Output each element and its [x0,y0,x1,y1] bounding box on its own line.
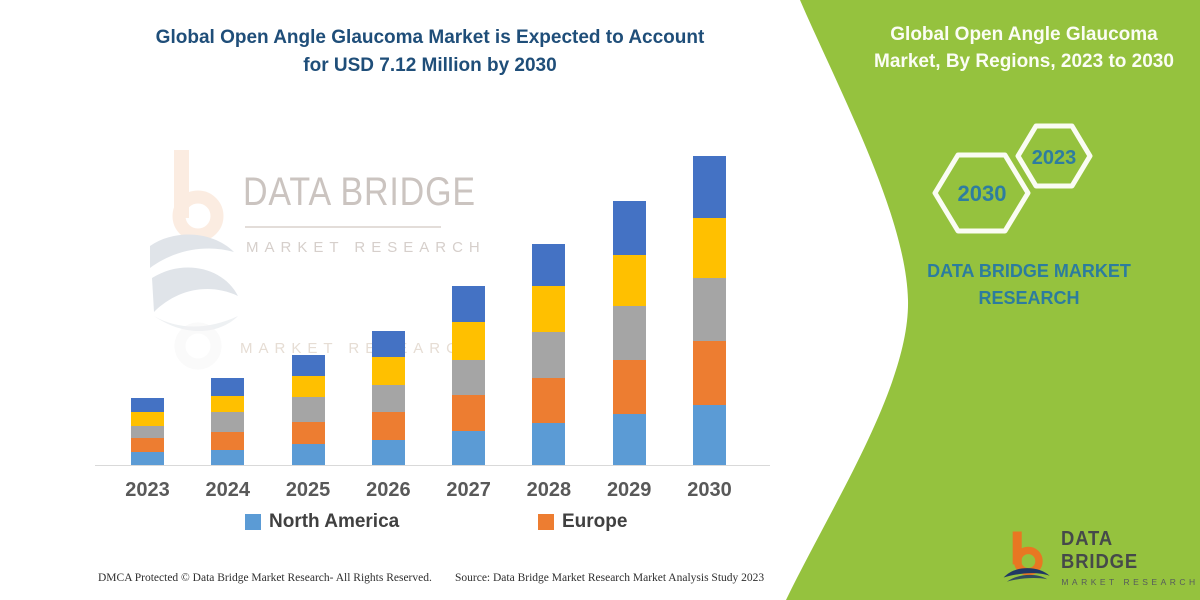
bar-2023: 2023 [125,154,170,501]
watermark-ghost-text: MARKET RESEARCH [240,340,480,357]
bar-segment-2023 [131,398,164,412]
bar-segment-2028 [532,286,566,332]
legend-item-europe: Europe [538,511,627,533]
legend-label: Europe [562,511,628,532]
data-bridge-logo-icon [1003,531,1050,582]
bar-segment-2025 [291,376,325,397]
bar-segment-2029 [612,201,646,255]
bar-chart: 2023 2024 2025 2026 2027 2028 2029 2030 [95,154,770,501]
legend-item-north-america: North America [245,511,399,533]
bar-2029: 2029 [607,154,651,501]
x-axis-label-2024: 2024 [205,479,251,501]
chart-title-line1: Global Open Angle Glaucoma Market is Exp… [155,27,705,48]
bar-segment-2027 [452,431,486,465]
x-axis-label-2027: 2027 [446,479,491,501]
bar-segment-2027 [452,286,486,322]
legend-label: North America [269,511,400,532]
legend-swatch-icon [538,514,554,530]
bar-segment-2025 [291,422,325,444]
bar-segment-2024 [211,412,245,432]
footer-logo-brand: DATA BRIDGE [1061,527,1139,573]
bar-segment-2023 [131,426,164,438]
hexagon-2023-label: 2023 [1032,147,1077,169]
bar-2027: 2027 [446,154,491,501]
bar-segment-2028 [532,332,566,378]
watermark-logo-icon [150,150,238,370]
bar-segment-2026 [371,357,405,385]
bar-segment-2029 [612,414,646,465]
bar-segment-2023 [131,438,164,452]
bar-segment-2028 [532,378,566,423]
x-axis-label-2023: 2023 [125,479,170,501]
watermark-underline [245,226,441,228]
bar-segment-2024 [211,432,245,450]
bar-2025: 2025 [286,154,330,501]
bar-segment-2030 [692,405,726,465]
watermark-sub-text: MARKET RESEARCH [246,239,486,256]
hexagons-graphic: 2030 2023 [932,123,1093,234]
side-panel-title: Global Open Angle Glaucoma Market, By Re… [874,24,1174,72]
bar-segment-2025 [291,444,325,465]
bar-segment-2030 [692,218,726,278]
footer-source-text: Source: Data Bridge Market Research Mark… [455,572,765,584]
bar-segment-2024 [211,396,245,412]
side-panel-brand-text: DATA BRIDGE MARKET RESEARCH [927,261,1131,308]
bar-segment-2023 [131,412,164,426]
bar-segment-2029 [612,255,646,306]
bar-segment-2023 [131,452,164,465]
bar-segment-2025 [291,397,325,422]
bar-2028: 2028 [527,154,571,501]
bar-segment-2029 [612,360,646,414]
bar-segment-2028 [532,423,566,465]
bar-segment-2026 [371,331,405,357]
bar-segment-2027 [452,395,486,431]
bar-segment-2026 [371,385,405,412]
footer-logo-sub: MARKET RESEARCH [1061,576,1199,587]
bar-segment-2024 [211,450,245,465]
bar-2026: 2026 [366,154,411,501]
bar-segment-2025 [291,355,325,376]
bar-segment-2026 [371,412,405,440]
x-axis-label-2029: 2029 [606,479,652,501]
x-axis-label-2026: 2026 [366,479,411,501]
bar-segment-2030 [692,156,726,218]
bar-segment-2029 [612,306,646,360]
x-axis-label-2030: 2030 [687,479,732,501]
footer-logo-text: DATA BRIDGE MARKET RESEARCH [1061,528,1200,587]
x-axis-label-2025: 2025 [285,479,331,501]
chart-title: Global Open Angle Glaucoma Market is Exp… [80,24,780,79]
bar-segment-2024 [211,378,245,396]
footer-logo: DATA BRIDGE MARKET RESEARCH [1002,527,1200,587]
bar-2024: 2024 [206,154,250,501]
bar-2030: 2030 [687,154,732,501]
bar-segment-2027 [452,322,486,360]
x-axis-label-2028: 2028 [526,479,572,501]
bar-segment-2026 [371,440,405,465]
bar-segment-2030 [692,278,726,341]
watermark-brand-text: DATA BRIDGE [243,170,476,214]
hexagon-2030-label: 2030 [958,181,1007,206]
bar-segment-2028 [532,244,566,286]
footer-copyright-text: DMCA Protected © Data Bridge Market Rese… [98,572,432,584]
chart-title-line2: for USD 7.12 Million by 2030 [303,54,557,76]
legend-swatch-icon [245,514,261,530]
bar-segment-2030 [692,341,726,405]
bar-segment-2027 [452,360,486,395]
